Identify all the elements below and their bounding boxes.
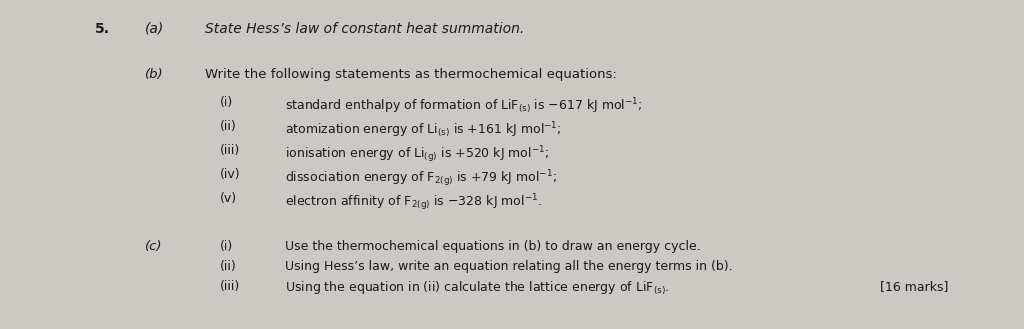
Text: atomization energy of Li$_{\mathregular{(s)}}$ is +161 kJ mol$^{-1}$;: atomization energy of Li$_{\mathregular{… [285,120,561,140]
Text: (c): (c) [145,240,163,253]
Text: (ii): (ii) [220,120,237,133]
Text: 5.: 5. [95,22,110,36]
Text: Using Hess’s law, write an equation relating all the energy terms in (b).: Using Hess’s law, write an equation rela… [285,260,732,273]
Text: Using the equation in (ii) calculate the lattice energy of LiF$_{\mathregular{(s: Using the equation in (ii) calculate the… [285,280,670,297]
Text: Write the following statements as thermochemical equations:: Write the following statements as thermo… [205,68,616,81]
Text: (ii): (ii) [220,260,237,273]
Text: (b): (b) [145,68,164,81]
Text: (iv): (iv) [220,168,241,181]
Text: (i): (i) [220,96,233,109]
Text: Use the thermochemical equations in (b) to draw an energy cycle.: Use the thermochemical equations in (b) … [285,240,700,253]
Text: ionisation energy of Li$_{\mathregular{(g)}}$ is +520 kJ mol$^{-1}$;: ionisation energy of Li$_{\mathregular{(… [285,144,549,164]
Text: electron affinity of F$_{\mathregular{2(g)}}$ is −328 kJ mol$^{-1}$.: electron affinity of F$_{\mathregular{2(… [285,192,542,213]
Text: (a): (a) [145,22,164,36]
Text: (v): (v) [220,192,238,205]
Text: (iii): (iii) [220,280,241,293]
Text: standard enthalpy of formation of LiF$_{\mathregular{(s)}}$ is −617 kJ mol$^{-1}: standard enthalpy of formation of LiF$_{… [285,96,642,116]
Text: (i): (i) [220,240,233,253]
Text: [16 marks]: [16 marks] [880,280,948,293]
Text: State Hess’s law of constant heat summation.: State Hess’s law of constant heat summat… [205,22,524,36]
Text: (iii): (iii) [220,144,241,157]
Text: dissociation energy of F$_{\mathregular{2(g)}}$ is +79 kJ mol$^{-1}$;: dissociation energy of F$_{\mathregular{… [285,168,557,189]
